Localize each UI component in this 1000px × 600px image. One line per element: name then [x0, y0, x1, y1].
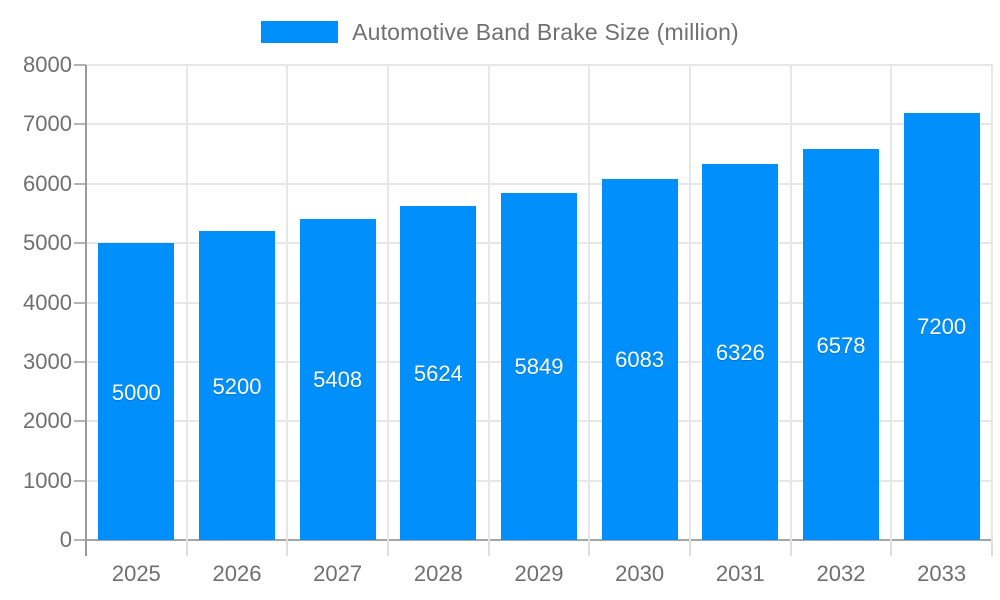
y-axis-line — [85, 65, 87, 556]
bar[interactable] — [299, 218, 376, 540]
bar[interactable] — [199, 231, 275, 540]
y-axis-tick — [74, 64, 86, 66]
bar[interactable] — [702, 164, 779, 540]
y-axis-tick — [74, 123, 86, 126]
x-axis-tick — [185, 540, 188, 556]
v-gridline — [890, 65, 893, 540]
x-tick-label: 2029 — [514, 561, 564, 586]
bar[interactable] — [903, 112, 980, 540]
bar[interactable] — [501, 192, 577, 540]
y-axis-tick — [74, 360, 86, 363]
x-axis-tick — [890, 540, 893, 556]
bar[interactable] — [98, 243, 175, 540]
y-axis-tick — [74, 539, 86, 541]
x-tick-label: 2025 — [111, 561, 161, 586]
x-tick-label: 2031 — [715, 561, 765, 586]
y-axis-tick — [74, 420, 86, 423]
v-gridline — [991, 65, 993, 540]
v-gridline — [689, 65, 691, 540]
x-axis-tick — [689, 540, 691, 556]
y-axis-tick — [74, 301, 86, 304]
y-axis-tick — [74, 479, 86, 482]
y-tick-label: 2000 — [23, 408, 72, 434]
v-gridline — [185, 65, 188, 540]
x-axis-tick — [487, 540, 490, 556]
x-axis-line — [86, 539, 992, 541]
x-axis-tick — [286, 540, 289, 556]
h-gridline — [86, 182, 992, 185]
y-axis-tick — [74, 242, 86, 245]
x-tick-label: 2028 — [413, 561, 463, 586]
x-tick-label: 2033 — [917, 561, 967, 586]
x-tick-label: 2027 — [313, 561, 363, 586]
v-gridline — [487, 65, 490, 540]
h-gridline — [86, 64, 992, 66]
v-gridline — [286, 65, 289, 540]
x-axis-tick — [387, 540, 389, 556]
bar[interactable] — [803, 149, 879, 540]
y-tick-label: 3000 — [23, 348, 72, 374]
h-gridline — [86, 123, 992, 126]
y-tick-label: 8000 — [23, 52, 72, 77]
legend-swatch — [261, 21, 339, 43]
legend-label: Automotive Band Brake Size (million) — [352, 18, 739, 45]
y-tick-label: 4000 — [23, 289, 72, 315]
v-gridline — [387, 65, 389, 540]
y-tick-label: 7000 — [23, 111, 72, 137]
y-tick-label: 5000 — [23, 230, 72, 256]
y-tick-label: 0 — [59, 527, 72, 552]
x-tick-label: 2026 — [212, 561, 262, 586]
x-axis-tick — [991, 540, 993, 556]
v-gridline — [789, 65, 792, 540]
y-axis-tick — [74, 182, 86, 185]
bar[interactable] — [601, 178, 678, 540]
x-tick-label: 2030 — [615, 561, 665, 586]
x-tick-label: 2032 — [816, 561, 866, 586]
y-tick-label: 6000 — [23, 170, 72, 196]
x-axis-tick — [789, 540, 792, 556]
y-tick-label: 1000 — [23, 467, 72, 493]
x-axis-tick — [588, 540, 591, 556]
legend-item[interactable]: Automotive Band Brake Size (million) — [0, 14, 1000, 50]
bar[interactable] — [400, 206, 477, 540]
v-gridline — [588, 65, 591, 540]
